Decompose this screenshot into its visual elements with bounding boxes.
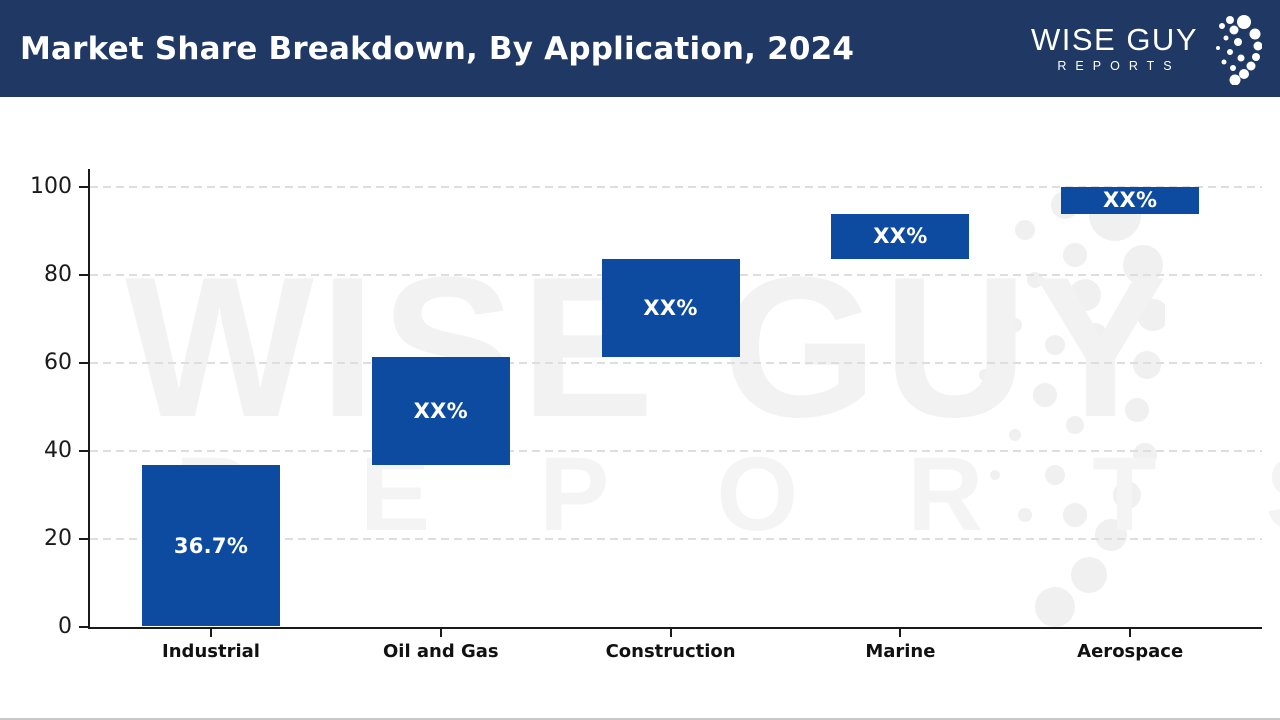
watermark-line2: R E P O R T S [175,436,1280,553]
y-tick-mark [79,449,88,452]
x-tick-label: Aerospace [1077,640,1184,662]
bar-aerospace: XX% [1061,186,1200,214]
bar-value-label: 36.7% [173,533,249,558]
y-tick-label: 80 [44,261,72,287]
logo-brand-name: WISE GUY [1030,22,1198,58]
bar-value-label: XX% [873,224,928,249]
x-tick-label: Marine [865,640,936,662]
gridline [90,185,1262,188]
y-axis-line [88,169,90,629]
y-tick-label: 60 [44,349,72,375]
y-tick-mark [79,361,88,364]
logo-text: WISE GUY REPORTS [1031,24,1198,73]
x-tick-label: Industrial [162,640,260,662]
bar-value-label: XX% [1103,188,1158,213]
header: Market Share Breakdown, By Application, … [0,0,1280,97]
y-tick-label: 20 [44,525,72,551]
y-tick-mark [79,273,88,276]
bar-marine: XX% [831,213,970,260]
bottom-border [0,718,1280,720]
x-tick-label: Oil and Gas [382,640,499,662]
bar-industrial: 36.7% [142,465,280,627]
bar-construction: XX% [601,259,740,357]
y-tick-label: 40 [44,437,72,463]
x-tick-mark [1129,628,1132,637]
y-tick-label: 0 [58,613,72,639]
x-tick-label: Construction [605,640,736,662]
gridline [90,449,1262,452]
bar-value-label: XX% [413,398,468,423]
x-tick-mark [210,628,212,637]
wiseguy-logo: WISE GUY REPORTS [1031,13,1262,85]
gridline [90,361,1262,364]
x-tick-mark [669,628,672,637]
bar-value-label: XX% [643,295,698,320]
logo-head-icon [1216,14,1262,85]
y-tick-mark [79,537,88,540]
gridline [90,537,1262,540]
x-tick-mark [899,628,902,637]
page-title: Market Share Breakdown, By Application, … [20,30,855,67]
x-axis-line [88,626,1262,629]
y-tick-label: 100 [30,173,72,199]
logo-brand-sub: REPORTS [1057,59,1181,74]
x-tick-mark [439,628,442,637]
y-tick-mark [79,185,88,188]
y-tick-mark [79,625,88,628]
bar-oil-and-gas: XX% [371,356,510,465]
